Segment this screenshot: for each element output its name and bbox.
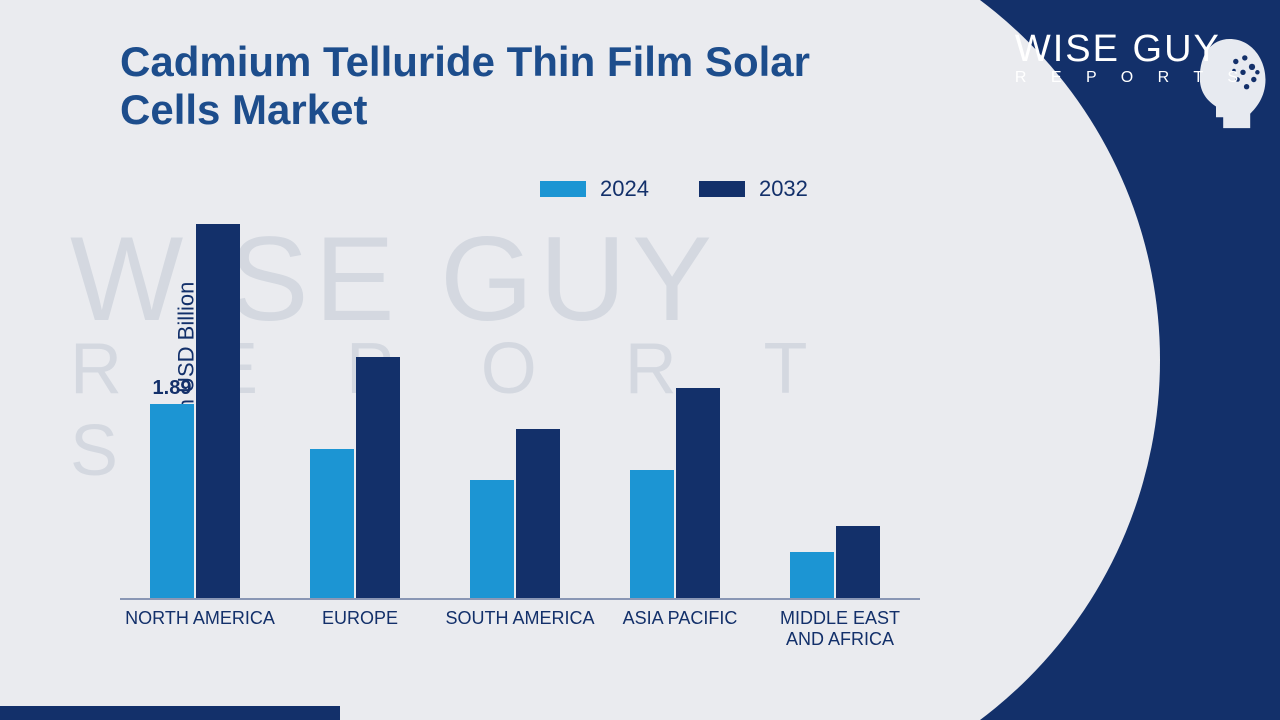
brand-logo: WISE GUY R E P O R T S (1015, 28, 1248, 87)
bar-series-b (836, 526, 880, 598)
logo-line1: WISE GUY (1015, 28, 1248, 71)
bar-series-b (516, 429, 560, 598)
bar-series-b (356, 357, 400, 598)
x-tick-label: SOUTH AMERICA (445, 608, 595, 629)
plot-area: NORTH AMERICA1.89EUROPESOUTH AMERICAASIA… (120, 190, 920, 600)
x-axis-line (120, 598, 920, 600)
footer-accent-bar (0, 706, 340, 720)
chart-title: Cadmium Telluride Thin Film Solar Cells … (120, 38, 840, 135)
bar-series-a (790, 552, 834, 598)
bar-series-a (150, 404, 194, 598)
chart: Market Size in USD Billion NORTH AMERICA… (50, 160, 940, 660)
bar-series-b (196, 224, 240, 598)
x-tick-label: ASIA PACIFIC (605, 608, 755, 629)
x-tick-label: MIDDLE EAST AND AFRICA (765, 608, 915, 649)
x-tick-label: NORTH AMERICA (125, 608, 275, 629)
x-tick-label: EUROPE (285, 608, 435, 629)
bar-series-a (470, 480, 514, 598)
bar-value-label: 1.89 (137, 377, 207, 400)
bar-series-a (630, 470, 674, 598)
bar-series-b (676, 388, 720, 598)
bar-series-a (310, 449, 354, 598)
logo-line2: R E P O R T S (1015, 69, 1248, 87)
